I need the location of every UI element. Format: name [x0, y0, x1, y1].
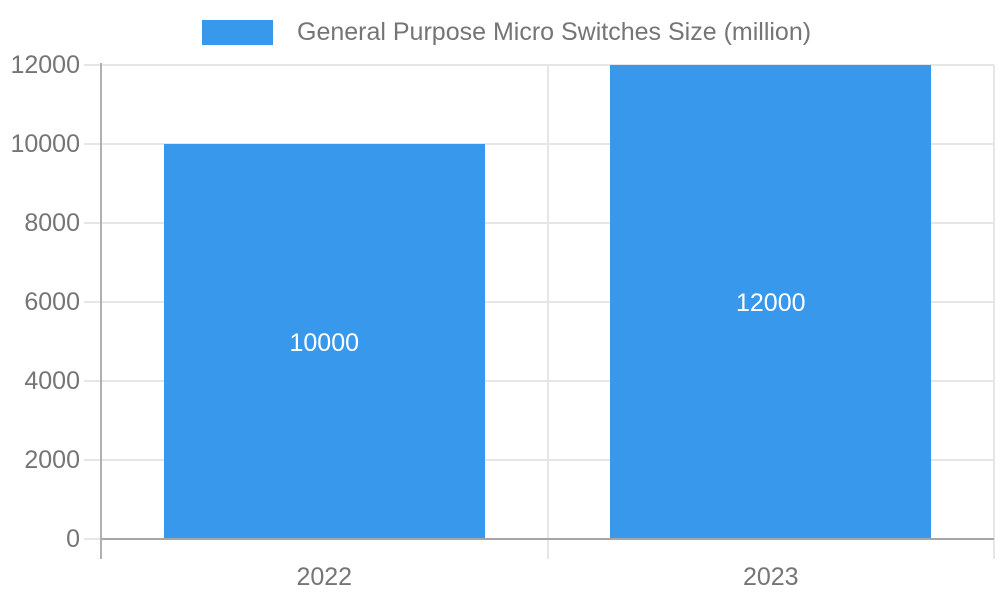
legend: General Purpose Micro Switches Size (mil… [202, 19, 811, 45]
x-axis-label: 2022 [296, 563, 353, 591]
y-axis-tick [84, 538, 101, 540]
x-axis-label: 2023 [742, 563, 799, 591]
gridline-vertical [993, 65, 995, 559]
y-axis-tick [84, 143, 101, 145]
y-axis-tick [84, 301, 101, 303]
legend-label: General Purpose Micro Switches Size (mil… [297, 18, 812, 46]
y-axis-label: 0 [66, 525, 80, 553]
bar-value-label: 10000 [289, 328, 360, 357]
bar-value-label: 12000 [735, 289, 806, 317]
y-axis-tick [84, 380, 101, 382]
y-axis-tick [84, 459, 101, 461]
y-axis-label: 4000 [24, 367, 80, 395]
bar-2023[interactable] [610, 65, 932, 539]
y-axis-line [100, 63, 102, 559]
y-axis-tick [84, 64, 101, 66]
bar-2022[interactable] [163, 144, 485, 539]
y-axis-label: 2000 [24, 446, 80, 474]
y-axis-tick [84, 222, 101, 224]
y-axis-label: 10000 [10, 130, 80, 158]
gridline-vertical [546, 65, 549, 559]
y-axis-label: 12000 [10, 51, 80, 79]
y-axis-label: 8000 [24, 209, 80, 237]
legend-swatch [202, 19, 273, 45]
x-axis-baseline [101, 538, 994, 540]
y-axis-label: 6000 [24, 288, 80, 316]
